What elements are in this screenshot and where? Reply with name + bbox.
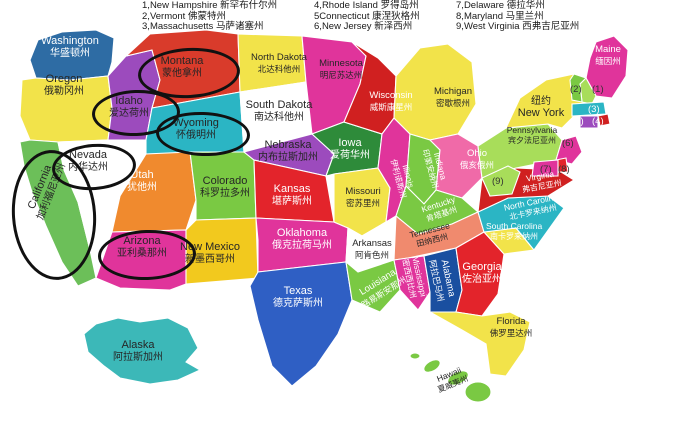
shape-washington [29, 29, 115, 81]
legend-item-connecticut: 5Connecticut 康涅狄格州 [314, 10, 420, 22]
shape-alaska [83, 317, 202, 385]
shape-rhode-island [597, 113, 611, 127]
shape-mississippi [393, 255, 431, 311]
legend-item-west-virginia: 9,West Virginia 西弗吉尼亚州 [456, 21, 580, 33]
legend-item-maryland: 8,Maryland 马里兰州 [456, 10, 544, 22]
shape-west-virginia [481, 165, 521, 197]
shape-maryland [531, 159, 559, 177]
shape-hawaii [409, 352, 492, 403]
legend-column-2: 4,Rhode Island 罗得岛州 5Connecticut 康涅狄格州 6… [314, 0, 456, 33]
shape-new-jersey [555, 135, 583, 165]
legend-item-delaware: 7,Delaware 德拉华州 [456, 0, 545, 11]
shape-utah [111, 151, 197, 233]
shape-florida [427, 311, 531, 377]
legend-item-new-jersey: 6,New Jersey 新泽西州 [314, 21, 413, 33]
legend: 1,New Hampshire 新罕布什尔州 2,Vermont 佛蒙特州 3,… [142, 0, 672, 33]
shape-oregon [19, 75, 113, 143]
legend-item-rhode-island: 4,Rhode Island 罗得岛州 [314, 0, 419, 11]
legend-item-new-hampshire: 1,New Hampshire 新罕布什尔州 [142, 0, 278, 11]
shape-colorado [189, 151, 257, 221]
shape-texas [249, 261, 353, 387]
shape-arizona [95, 229, 187, 291]
legend-column-1: 1,New Hampshire 新罕布什尔州 2,Vermont 佛蒙特州 3,… [142, 0, 314, 33]
shape-alabama [423, 247, 463, 313]
legend-column-3: 7,Delaware 德拉华州 8,Maryland 马里兰州 9,West V… [456, 0, 580, 33]
shape-connecticut [579, 115, 599, 129]
shape-vermont [569, 73, 588, 103]
shape-massachusetts [571, 101, 607, 117]
shape-maine [585, 35, 629, 99]
shape-ohio [428, 133, 483, 199]
shape-michigan [393, 43, 477, 141]
shape-new-mexico [185, 217, 259, 285]
legend-item-massachusetts: 3,Massachusetts 马萨诸塞州 [142, 21, 264, 33]
shape-nevada [57, 139, 121, 251]
legend-item-vermont: 2,Vermont 佛蒙特州 [142, 10, 226, 22]
